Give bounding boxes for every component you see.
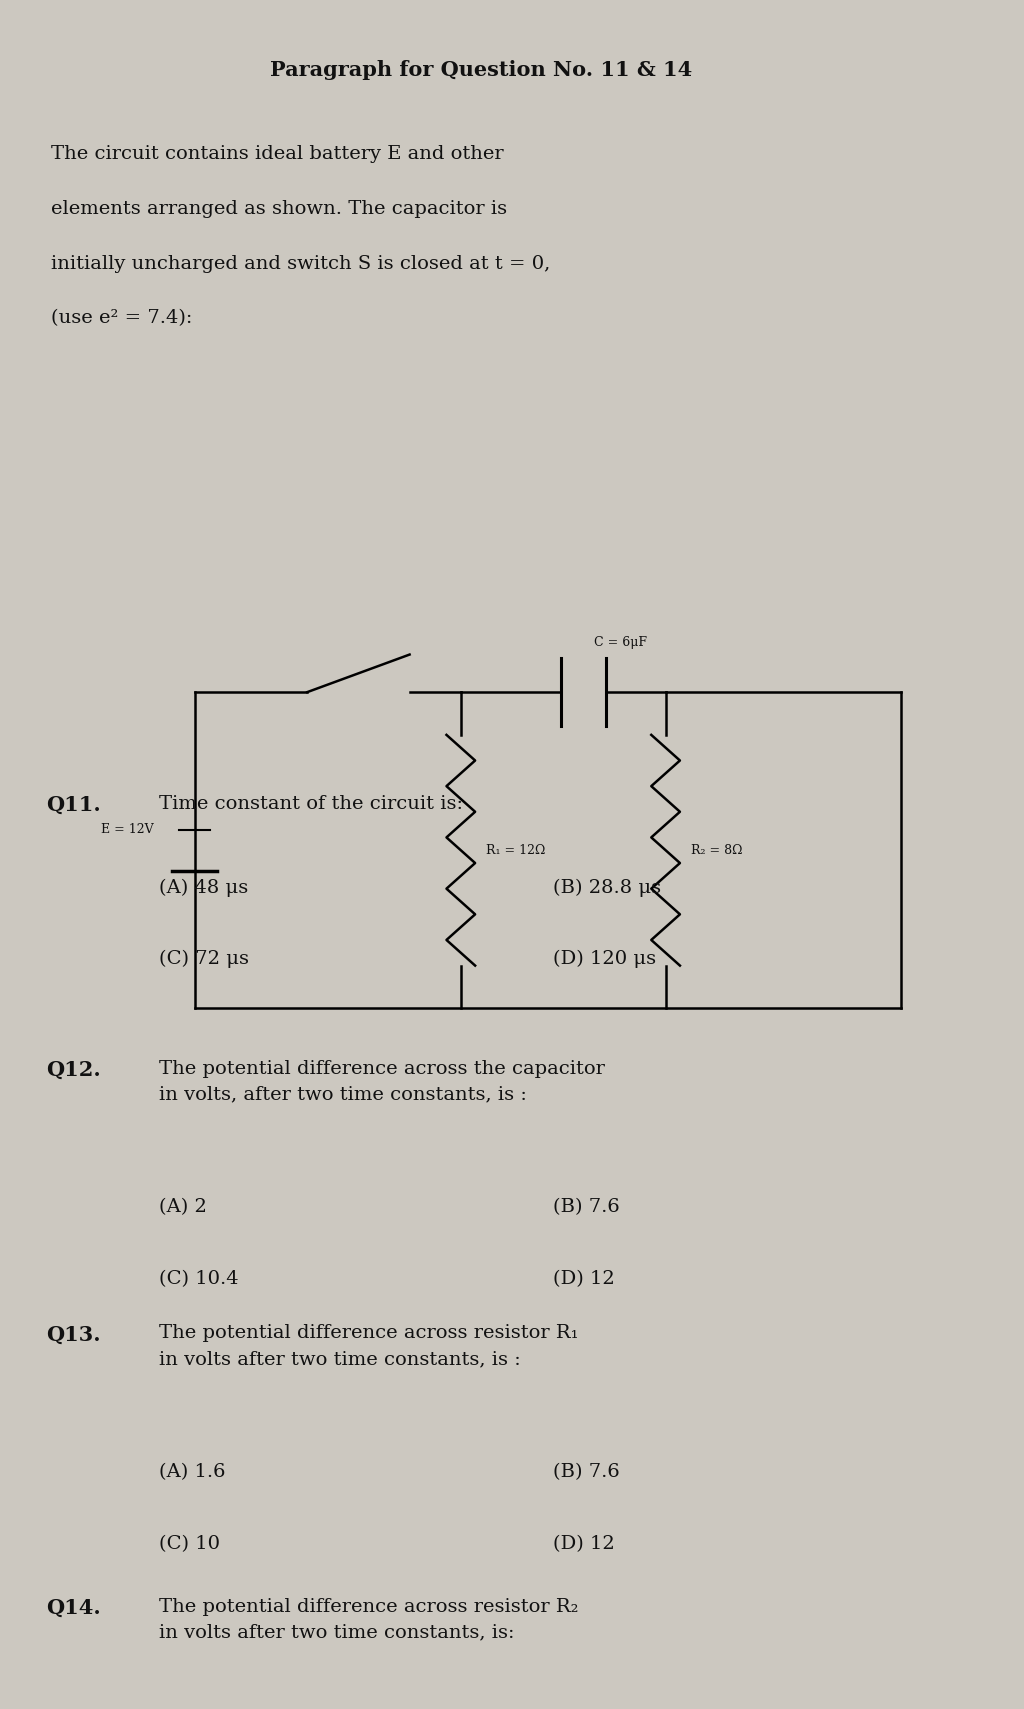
Text: (C) 10: (C) 10: [159, 1535, 220, 1553]
Text: R₂ = 8Ω: R₂ = 8Ω: [691, 844, 742, 856]
Text: (A) 1.6: (A) 1.6: [159, 1463, 225, 1482]
Text: Time constant of the circuit is:: Time constant of the circuit is:: [159, 795, 463, 813]
Text: Q12.: Q12.: [46, 1060, 100, 1080]
Text: (C) 10.4: (C) 10.4: [159, 1270, 239, 1289]
Text: (A) 48 μs: (A) 48 μs: [159, 878, 248, 897]
Text: (D) 12: (D) 12: [553, 1535, 614, 1553]
Text: (use e² = 7.4):: (use e² = 7.4):: [51, 309, 193, 328]
Text: (A) 2: (A) 2: [159, 1198, 207, 1217]
Text: (B) 7.6: (B) 7.6: [553, 1463, 620, 1482]
Text: The potential difference across resistor R₂
in volts after two time constants, i: The potential difference across resistor…: [159, 1598, 579, 1642]
Text: C = 6μF: C = 6μF: [594, 636, 647, 649]
Text: The circuit contains ideal battery E and other: The circuit contains ideal battery E and…: [51, 145, 504, 164]
Text: Q14.: Q14.: [46, 1598, 100, 1618]
Text: initially uncharged and switch S is closed at t = 0,: initially uncharged and switch S is clos…: [51, 255, 551, 273]
Text: Paragraph for Question No. 11 & 14: Paragraph for Question No. 11 & 14: [270, 60, 692, 80]
Text: elements arranged as shown. The capacitor is: elements arranged as shown. The capacito…: [51, 200, 507, 219]
Text: The potential difference across resistor R₁
in volts after two time constants, i: The potential difference across resistor…: [159, 1324, 579, 1369]
Text: (C) 72 μs: (C) 72 μs: [159, 950, 249, 969]
Text: (D) 120 μs: (D) 120 μs: [553, 950, 656, 969]
Text: (B) 7.6: (B) 7.6: [553, 1198, 620, 1217]
Text: R₁ = 12Ω: R₁ = 12Ω: [486, 844, 546, 856]
Text: E = 12V: E = 12V: [101, 824, 154, 836]
Text: Q13.: Q13.: [46, 1324, 100, 1345]
Text: Q11.: Q11.: [46, 795, 100, 815]
Text: (B) 28.8 μs: (B) 28.8 μs: [553, 878, 662, 897]
Text: The potential difference across the capacitor
in volts, after two time constants: The potential difference across the capa…: [159, 1060, 604, 1104]
Text: (D) 12: (D) 12: [553, 1270, 614, 1289]
